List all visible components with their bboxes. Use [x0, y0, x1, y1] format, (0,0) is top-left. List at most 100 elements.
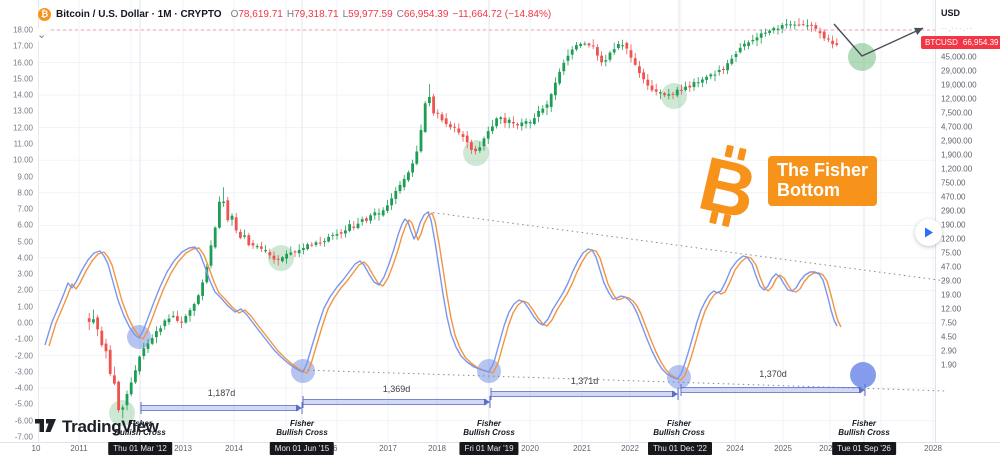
- time-axis-year-label[interactable]: 2020: [521, 444, 539, 453]
- fisher-axis-tick[interactable]: 11.00: [13, 139, 33, 149]
- price-axis-tick[interactable]: 1,200.00: [941, 164, 973, 174]
- symbol-title[interactable]: Bitcoin / U.S. Dollar · 1M · CRYPTO: [56, 9, 222, 20]
- candle-body: [209, 245, 213, 266]
- fisher-axis-tick[interactable]: 9.00: [17, 172, 33, 182]
- fisher-upper-trendline[interactable]: [427, 211, 947, 282]
- price-projection-line[interactable]: [833, 23, 924, 57]
- price-axis-tick[interactable]: 750.00: [941, 178, 966, 188]
- date-range-band[interactable]: [140, 405, 299, 411]
- candle-body: [356, 223, 360, 229]
- price-axis-tick[interactable]: 120.00: [941, 234, 966, 244]
- time-axis-year-label[interactable]: 2014: [225, 444, 243, 453]
- price-axis-tick[interactable]: 2,900.00: [941, 136, 973, 146]
- time-axis-year-label[interactable]: 2011: [70, 444, 88, 453]
- price-axis-tick[interactable]: 4,700.00: [941, 122, 973, 132]
- faint-price-label: ··,···.··: [941, 24, 974, 33]
- candle-body: [436, 112, 440, 114]
- candle-body: [583, 43, 587, 45]
- time-axis-year-label[interactable]: 2024: [726, 444, 744, 453]
- price-axis-tick[interactable]: 1,900.00: [941, 150, 973, 160]
- fisher-bullish-cross-label: Fisher Bullish Cross: [653, 419, 705, 437]
- price-axis-tick[interactable]: 2.90: [941, 346, 957, 356]
- candle-body: [226, 200, 230, 221]
- currency-axis-label[interactable]: USD: [941, 8, 961, 18]
- candle-body: [759, 33, 763, 38]
- last-price-badge: BTCUSD 66,954.39: [921, 36, 1000, 49]
- candle-body: [654, 89, 658, 92]
- time-axis-year-label[interactable]: 2018: [428, 444, 446, 453]
- candle-body: [709, 74, 713, 77]
- fisher-axis-tick[interactable]: -1.00: [14, 334, 33, 344]
- time-axis-year-label[interactable]: 10: [31, 444, 41, 453]
- time-axis-year-label[interactable]: 2026: [819, 444, 837, 453]
- price-axis-tick[interactable]: 45,000.00: [941, 52, 977, 62]
- fisher-axis-tick[interactable]: 6.00: [17, 220, 33, 230]
- candle-body: [155, 331, 158, 338]
- fisher-axis-tick[interactable]: -6.00: [14, 416, 33, 426]
- fisher-axis-tick[interactable]: -4.00: [14, 383, 33, 393]
- price-axis-tick[interactable]: 7,500.00: [941, 108, 973, 118]
- date-range-days-label: 1,370d: [759, 369, 787, 379]
- fisher-axis-tick[interactable]: 5.00: [17, 237, 33, 247]
- play-button[interactable]: [915, 219, 942, 246]
- fisher-axis-tick[interactable]: 4.00: [17, 253, 33, 263]
- price-axis-tick[interactable]: 12.00: [941, 304, 962, 314]
- fisher-axis-tick[interactable]: 2.00: [17, 285, 33, 295]
- fisher-axis-tick[interactable]: -5.00: [14, 399, 33, 409]
- time-axis-year-label[interactable]: 2017: [379, 444, 397, 453]
- price-axis-tick[interactable]: 29,000.00: [941, 66, 977, 76]
- fisher-axis-tick[interactable]: 8.00: [17, 188, 33, 198]
- candle-body: [360, 219, 364, 222]
- fisher-axis-tick[interactable]: 18.00: [12, 25, 33, 35]
- fisher-axis-tick[interactable]: -2.00: [14, 351, 33, 361]
- price-axis-tick[interactable]: 75.00: [941, 248, 962, 258]
- time-axis-year-label[interactable]: 2013: [174, 444, 192, 453]
- price-axis-tick[interactable]: 19.00: [941, 290, 962, 300]
- fisher-axis-tick[interactable]: 1.00: [17, 302, 33, 312]
- chevron-down-icon[interactable]: ⌄: [34, 28, 50, 41]
- fisher-axis-tick[interactable]: 16.00: [12, 58, 33, 68]
- fisher-axis-tick[interactable]: -3.00: [14, 367, 33, 377]
- price-axis-tick[interactable]: 47.00: [941, 262, 962, 272]
- candle-body: [213, 227, 217, 248]
- cross-date-badge: Mon 01 Jun '15: [269, 442, 335, 455]
- price-axis-tick[interactable]: 12,000.00: [941, 94, 977, 104]
- date-range-band[interactable]: [302, 399, 487, 405]
- price-axis-tick[interactable]: 470.00: [941, 192, 966, 202]
- candle-body: [562, 62, 566, 72]
- candle-body: [705, 76, 708, 80]
- candle-body: [251, 243, 255, 246]
- date-range-band[interactable]: [680, 387, 862, 393]
- fisher-axis-tick[interactable]: 0.00: [17, 318, 33, 328]
- price-axis-tick[interactable]: 19,000.00: [941, 80, 977, 90]
- price-axis-tick[interactable]: 4.50: [941, 332, 957, 342]
- time-axis-year-label[interactable]: 2021: [573, 444, 591, 453]
- fisher-axis-tick[interactable]: 17.00: [12, 41, 33, 51]
- price-axis-tick[interactable]: 1.90: [941, 360, 957, 370]
- fisher-axis-tick[interactable]: 10.00: [12, 155, 33, 165]
- candle-body: [503, 117, 507, 124]
- time-axis-year-label[interactable]: 2028: [924, 444, 942, 453]
- price-axis-tick[interactable]: 7.50: [941, 318, 957, 328]
- candle-body: [129, 382, 133, 395]
- fisher-axis-tick[interactable]: 14.00: [12, 90, 33, 100]
- candle-body: [671, 93, 675, 95]
- fisher-bottom-title-line2: Bottom: [777, 179, 840, 200]
- candle-body: [117, 381, 120, 411]
- fisher-axis-tick[interactable]: 15.00: [12, 74, 33, 84]
- time-axis-year-label[interactable]: 2022: [621, 444, 639, 453]
- fisher-axis-tick[interactable]: 13.00: [12, 106, 33, 116]
- fisher-axis-tick[interactable]: -7.00: [14, 432, 33, 442]
- candle-body: [268, 252, 272, 256]
- symbol-legend[interactable]: ₿ Bitcoin / U.S. Dollar · 1M · CRYPTO O7…: [38, 8, 551, 21]
- fisher-axis-tick[interactable]: 3.00: [17, 269, 33, 279]
- date-range-band[interactable]: [490, 391, 675, 397]
- price-axis-tick[interactable]: 29.00: [941, 276, 962, 286]
- time-axis-year-label[interactable]: 2025: [774, 444, 792, 453]
- candle-body: [558, 71, 561, 84]
- fisher-axis-tick[interactable]: 7.00: [17, 204, 33, 214]
- price-axis-tick[interactable]: 290.00: [941, 206, 966, 216]
- fisher-axis-tick[interactable]: 12.00: [12, 123, 33, 133]
- price-axis-tick[interactable]: 190.00: [941, 220, 966, 230]
